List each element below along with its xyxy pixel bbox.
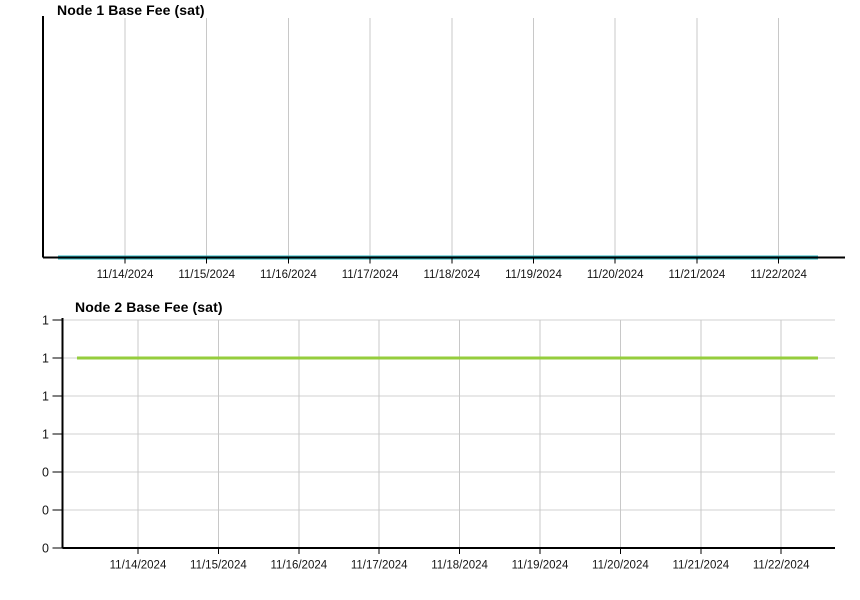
y-tick-label: 1	[42, 390, 49, 404]
x-tick-label: 11/19/2024	[505, 269, 562, 281]
y-tick-label: 0	[42, 542, 49, 556]
y-tick-label: 0	[42, 466, 49, 480]
x-tick-label: 11/20/2024	[592, 560, 649, 572]
x-tick-label: 11/21/2024	[669, 269, 726, 281]
y-tick-label: 1	[42, 314, 49, 328]
x-tick-label: 11/15/2024	[178, 269, 235, 281]
x-tick-label: 11/16/2024	[260, 269, 317, 281]
x-tick-label: 11/20/2024	[587, 269, 644, 281]
x-tick-label: 11/21/2024	[672, 560, 729, 572]
chart1-title: Node 1 Base Fee (sat)	[57, 2, 205, 18]
y-tick-label: 0	[42, 504, 49, 518]
x-tick-label: 11/22/2024	[750, 269, 807, 281]
x-tick-label: 11/14/2024	[110, 560, 167, 572]
y-tick-label: 1	[42, 428, 49, 442]
x-tick-label: 11/14/2024	[97, 269, 154, 281]
chart2-title: Node 2 Base Fee (sat)	[75, 299, 223, 315]
x-tick-label: 11/17/2024	[342, 269, 399, 281]
x-tick-label: 11/17/2024	[351, 560, 408, 572]
x-tick-label: 11/15/2024	[190, 560, 247, 572]
x-tick-label: 11/18/2024	[423, 269, 480, 281]
x-tick-label: 11/19/2024	[512, 560, 569, 572]
x-tick-label: 11/18/2024	[431, 560, 488, 572]
x-tick-label: 11/22/2024	[753, 560, 810, 572]
x-tick-label: 11/16/2024	[270, 560, 327, 572]
y-tick-label: 1	[42, 352, 49, 366]
